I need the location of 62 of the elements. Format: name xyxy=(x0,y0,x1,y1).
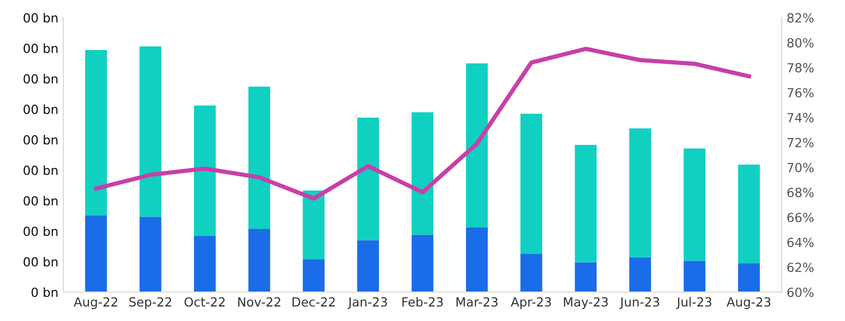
y-tick-label: 00 bn xyxy=(24,226,58,236)
y2-tick-label: 68% xyxy=(787,188,814,198)
x-tick-label: Jul-23 xyxy=(676,296,712,309)
bar xyxy=(738,263,760,292)
bar xyxy=(357,240,379,292)
x-tick-label: Sep-22 xyxy=(129,297,172,310)
y2-tick-label: 66% xyxy=(787,212,814,222)
x-tick-label: Jun-23 xyxy=(620,297,660,309)
bar xyxy=(466,227,488,292)
bar xyxy=(412,234,434,292)
y-tick-label: 0 bn xyxy=(32,287,58,298)
y-tick-label: 00 bn xyxy=(24,104,58,114)
x-tick-label: Nov-22 xyxy=(238,297,280,307)
y2-tick-label: 70% xyxy=(788,162,814,172)
y-tick-label: 00 bn xyxy=(24,256,58,267)
y2-tick-label: 64% xyxy=(787,238,814,248)
bar xyxy=(629,257,652,292)
bar xyxy=(194,105,216,236)
y-tick-label: 00 bn xyxy=(24,12,58,23)
x-tick-label: Mar-23 xyxy=(456,297,498,307)
bar xyxy=(412,112,434,235)
y-tick-label: 00 bn xyxy=(24,43,58,54)
y-tick-label: 00 bn xyxy=(24,196,58,206)
bar xyxy=(574,262,597,292)
bar xyxy=(466,63,488,228)
y-tick-label: 00 bn xyxy=(24,134,58,145)
y2-tick-label: 82% xyxy=(787,13,814,23)
y2-tick-label: 76% xyxy=(788,88,814,98)
bar xyxy=(140,216,162,292)
bar xyxy=(357,118,379,240)
y2-tick-label: 72% xyxy=(788,138,814,148)
x-tick-label: Aug-22 xyxy=(74,297,118,310)
bar xyxy=(194,236,216,292)
y-tick-label: 00 bn xyxy=(24,74,58,84)
y2-tick-label: 80% xyxy=(787,38,814,48)
bar xyxy=(520,114,542,254)
bar xyxy=(248,228,270,292)
y2-tick-label: 62% xyxy=(787,262,814,272)
y2-tick-label: 78% xyxy=(788,63,814,72)
bar xyxy=(738,164,760,264)
x-tick-label: Oct-22 xyxy=(184,297,225,307)
y-tick-label: 00 bn xyxy=(24,165,58,176)
line-series xyxy=(94,46,752,201)
bar xyxy=(302,190,325,260)
bar xyxy=(302,259,325,292)
x-tick-label: Aug-23 xyxy=(726,297,770,310)
y2-tick-label: 60% xyxy=(787,288,814,298)
x-tick-label: Apr-23 xyxy=(510,297,551,310)
bar xyxy=(574,144,597,262)
bar xyxy=(520,254,542,292)
bar xyxy=(629,128,652,258)
bar xyxy=(140,46,162,217)
x-tick-label: Dec-22 xyxy=(292,297,335,307)
bar xyxy=(684,148,706,261)
y2-tick-label: 74% xyxy=(788,112,814,122)
bar xyxy=(248,86,270,229)
x-tick-label: Jan-23 xyxy=(348,297,387,309)
x-tick-label: May-23 xyxy=(564,297,608,310)
x-tick-label: Feb-23 xyxy=(402,296,443,307)
bar xyxy=(85,50,107,216)
bar xyxy=(85,215,107,292)
bar xyxy=(684,260,706,292)
